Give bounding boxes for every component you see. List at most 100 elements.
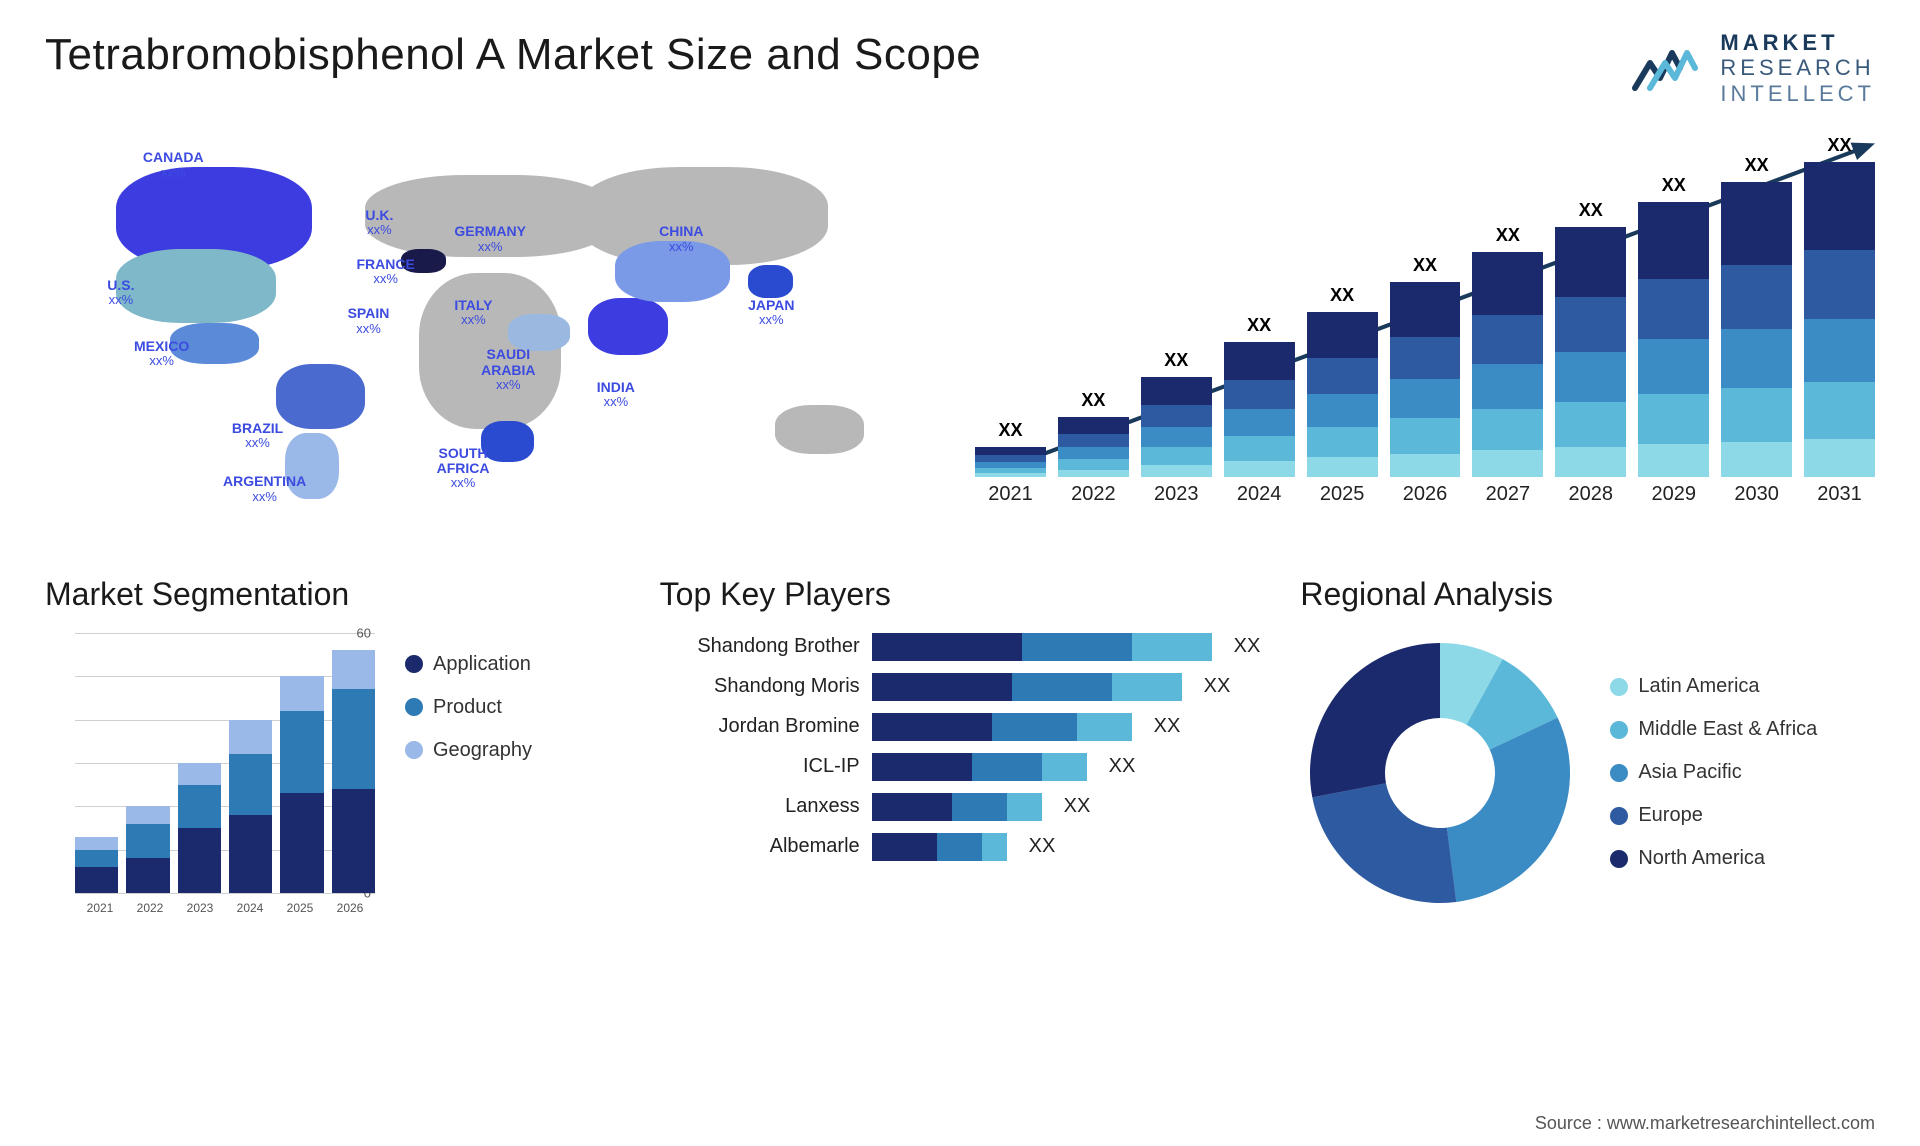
growth-bar-value: XX bbox=[1745, 155, 1769, 176]
seg-xtick: 2025 bbox=[275, 901, 325, 915]
growth-bar-value: XX bbox=[1164, 350, 1188, 371]
growth-bar-value: XX bbox=[1081, 390, 1105, 411]
growth-bar: XX 2022 bbox=[1058, 390, 1129, 506]
logo-text-1: MARKET bbox=[1720, 30, 1875, 55]
source-text: Source : www.marketresearchintellect.com bbox=[1535, 1113, 1875, 1134]
player-name: Shandong Brother bbox=[660, 635, 860, 658]
map-label: MEXICOxx% bbox=[134, 339, 189, 369]
seg-bar bbox=[178, 763, 221, 893]
growth-chart-panel: XX2021XX2022XX2023XX2024XX2025XX2026XX20… bbox=[975, 126, 1875, 536]
segmentation-chart: 0102030405060202120222023202420252026 bbox=[45, 633, 375, 923]
region-legend-item: North America bbox=[1610, 847, 1875, 870]
map-label: BRAZILxx% bbox=[232, 421, 283, 451]
growth-bar: XX 2026 bbox=[1390, 255, 1461, 506]
growth-bar-year: 2026 bbox=[1403, 483, 1448, 506]
seg-xtick: 2023 bbox=[175, 901, 225, 915]
growth-bar-year: 2022 bbox=[1071, 483, 1116, 506]
map-label: FRANCExx% bbox=[357, 257, 415, 287]
growth-bar-year: 2031 bbox=[1817, 483, 1862, 506]
seg-xtick: 2021 bbox=[75, 901, 125, 915]
region-legend-item: Asia Pacific bbox=[1610, 761, 1875, 784]
player-row: ICL-IPXX bbox=[660, 753, 1261, 781]
seg-bar bbox=[75, 837, 118, 893]
seg-legend-item: Product bbox=[405, 696, 620, 719]
growth-bar-value: XX bbox=[1247, 315, 1271, 336]
growth-bar: XX2030 bbox=[1721, 155, 1792, 506]
segmentation-legend: Application Product Geography bbox=[405, 633, 620, 923]
segmentation-panel: Market Segmentation 01020304050602021202… bbox=[45, 576, 620, 923]
player-bar bbox=[872, 673, 1182, 701]
page-title: Tetrabromobisphenol A Market Size and Sc… bbox=[45, 30, 981, 80]
map-label: CANADAxx% bbox=[143, 150, 204, 180]
seg-bar bbox=[126, 806, 169, 893]
players-title: Top Key Players bbox=[660, 576, 1261, 613]
region-legend-item: Middle East & Africa bbox=[1610, 718, 1875, 741]
map-label: GERMANYxx% bbox=[454, 224, 526, 254]
growth-bar-value: XX bbox=[1662, 175, 1686, 196]
brand-logo: MARKET RESEARCH INTELLECT bbox=[1630, 30, 1875, 106]
growth-bar-year: 2029 bbox=[1651, 483, 1696, 506]
player-name: Jordan Bromine bbox=[660, 715, 860, 738]
logo-text-3: INTELLECT bbox=[1720, 81, 1875, 106]
seg-bar bbox=[332, 650, 375, 893]
growth-bar-year: 2028 bbox=[1569, 483, 1614, 506]
player-name: Lanxess bbox=[660, 795, 860, 818]
seg-legend-item: Geography bbox=[405, 739, 620, 762]
regional-legend: Latin AmericaMiddle East & AfricaAsia Pa… bbox=[1610, 675, 1875, 870]
map-label: U.K.xx% bbox=[365, 208, 393, 238]
map-region bbox=[116, 249, 276, 323]
map-label: U.S.xx% bbox=[107, 278, 134, 308]
seg-xtick: 2022 bbox=[125, 901, 175, 915]
growth-bar: XX 2021 bbox=[975, 420, 1046, 506]
players-chart: Shandong Brother XX Shandong Moris XX Jordan… bbox=[660, 633, 1261, 861]
map-label: CHINAxx% bbox=[659, 224, 703, 254]
player-row: Shandong Brother XX bbox=[660, 633, 1261, 661]
region-legend-item: Europe bbox=[1610, 804, 1875, 827]
player-name: Shandong Moris bbox=[660, 675, 860, 698]
growth-bar: XX2028 bbox=[1555, 200, 1626, 506]
growth-bar-year: 2024 bbox=[1237, 483, 1282, 506]
player-value: XX bbox=[1234, 635, 1261, 658]
map-label: SPAINxx% bbox=[348, 306, 390, 336]
growth-bar-year: 2021 bbox=[988, 483, 1033, 506]
player-value: XX bbox=[1029, 835, 1056, 858]
growth-bar: XX 2029 bbox=[1638, 175, 1709, 506]
donut-slice bbox=[1313, 783, 1457, 903]
seg-legend-item: Application bbox=[405, 653, 620, 676]
growth-bar: XX2027 bbox=[1472, 225, 1543, 506]
map-region bbox=[276, 364, 365, 430]
growth-bar-value: XX bbox=[1496, 225, 1520, 246]
player-row: Shandong Moris XX bbox=[660, 673, 1261, 701]
segmentation-title: Market Segmentation bbox=[45, 576, 620, 613]
seg-bar bbox=[229, 720, 272, 893]
growth-bar-value: XX bbox=[1413, 255, 1437, 276]
map-label: ARGENTINAxx% bbox=[223, 474, 306, 504]
player-value: XX bbox=[1204, 675, 1231, 698]
map-label: INDIAxx% bbox=[597, 380, 635, 410]
map-label: SAUDIARABIAxx% bbox=[481, 347, 535, 392]
player-bar bbox=[872, 713, 1132, 741]
player-value: XX bbox=[1109, 755, 1136, 778]
player-bar bbox=[872, 753, 1087, 781]
growth-bar-value: XX bbox=[998, 420, 1022, 441]
map-region bbox=[775, 405, 864, 454]
map-region bbox=[748, 265, 793, 298]
growth-bar-value: XX bbox=[1330, 285, 1354, 306]
regional-title: Regional Analysis bbox=[1300, 576, 1875, 613]
growth-bar: XX 2023 bbox=[1141, 350, 1212, 506]
growth-bar-year: 2023 bbox=[1154, 483, 1199, 506]
regional-panel: Regional Analysis Latin AmericaMiddle Ea… bbox=[1300, 576, 1875, 923]
player-row: Jordan BromineXX bbox=[660, 713, 1261, 741]
logo-icon bbox=[1630, 38, 1710, 98]
growth-bar: XX2025 bbox=[1307, 285, 1378, 506]
player-value: XX bbox=[1064, 795, 1091, 818]
logo-text-2: RESEARCH bbox=[1720, 55, 1875, 80]
donut-slice bbox=[1310, 643, 1440, 797]
player-bar bbox=[872, 633, 1212, 661]
player-bar bbox=[872, 833, 1007, 861]
seg-bar bbox=[280, 676, 323, 893]
growth-bar: XX 2024 bbox=[1224, 315, 1295, 506]
player-bar bbox=[872, 793, 1042, 821]
world-map-panel: CANADAxx% U.S.xx% MEXICOxx% BRAZILxx% ARGENT… bbox=[45, 126, 935, 536]
map-label: SOUTHAFRICAxx% bbox=[437, 446, 490, 491]
